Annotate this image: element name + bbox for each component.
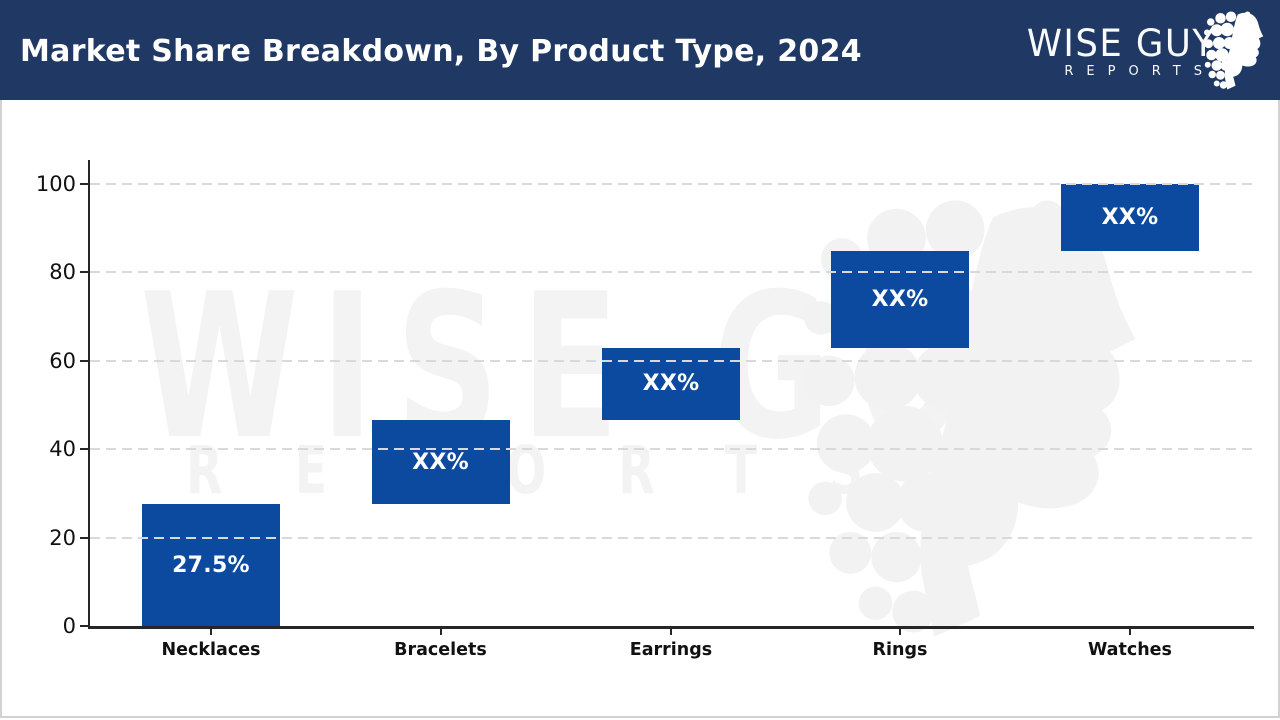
y-tick-label: 20 [49,525,76,550]
y-tick-mark [80,448,88,451]
x-axis-label: Watches [1088,640,1172,660]
chart-title: Market Share Breakdown, By Product Type,… [20,34,862,69]
x-tick-mark [670,627,672,635]
bar-rings: XX% [831,251,969,348]
bar-value-label: XX% [1101,205,1159,231]
bar-value-label: XX% [412,449,469,475]
wise-guy-reports-logo: WISE GUY REPORTS [1018,4,1268,96]
page-border-right [1278,100,1280,718]
gridline [90,536,1254,539]
y-tick-label: 80 [49,260,76,285]
watermark-head-logo-icon [804,200,1136,637]
y-tick-label: 40 [49,437,76,462]
y-tick-mark [80,359,88,362]
x-tick-mark [210,627,212,635]
gridline [90,448,1254,451]
y-tick-mark [80,536,88,539]
logo-subtitle: REPORTS [1064,64,1215,79]
gridline [90,183,1254,185]
y-tick-mark [80,183,88,185]
x-axis-label: Necklaces [161,640,261,660]
page-border-bottom [0,716,1280,718]
y-tick-mark [80,271,88,274]
y-tick-label: 60 [49,348,76,373]
x-axis-label: Rings [872,640,928,660]
y-tick-label: 100 [35,172,76,196]
logo-head-icon [1204,11,1264,90]
logo-wordmark: WISE GUY [1026,22,1215,65]
x-tick-mark [1129,627,1131,635]
y-tick-label: 0 [62,614,76,638]
gridline [90,271,1254,274]
bar-value-label: XX% [642,371,700,397]
bar-earrings: XX% [602,347,740,420]
header-bar: Market Share Breakdown, By Product Type,… [0,0,1280,100]
bar-bracelets: XX% [371,420,510,505]
y-tick-mark [80,625,88,627]
page-border-left [0,100,2,718]
x-axis-label: Earrings [629,640,713,660]
gridline [90,359,1254,362]
bar-necklaces: 27.5% [142,504,280,626]
x-tick-mark [439,627,442,635]
bar-value-label: 27.5% [172,552,250,578]
x-tick-mark [899,627,901,635]
bar-value-label: XX% [871,287,929,313]
y-axis-line [88,160,90,628]
bar-watches: XX% [1061,184,1199,252]
x-axis-label: Bracelets [394,640,487,660]
